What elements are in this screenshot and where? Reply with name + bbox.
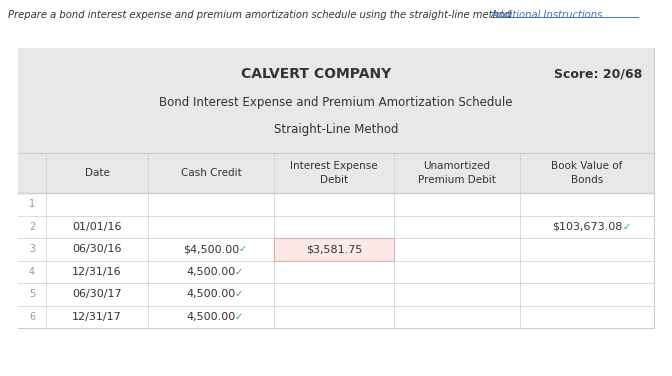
Text: $3,581.75: $3,581.75 [306, 244, 362, 254]
Text: Prepare a bond interest expense and premium amortization schedule using the stra: Prepare a bond interest expense and prem… [8, 10, 515, 20]
Text: 3: 3 [29, 244, 35, 254]
Text: 4,500.00: 4,500.00 [186, 289, 236, 299]
Text: $103,673.08: $103,673.08 [552, 222, 622, 232]
Bar [274, 238, 394, 261]
Text: Additional Instructions: Additional Instructions [491, 10, 603, 20]
Text: 12/31/17: 12/31/17 [72, 312, 122, 322]
Text: 4,500.00: 4,500.00 [186, 312, 236, 322]
Text: 12/31/16: 12/31/16 [72, 267, 122, 277]
Text: ✓: ✓ [235, 267, 243, 277]
Text: 06/30/16: 06/30/16 [73, 244, 122, 254]
Text: ✓: ✓ [235, 312, 243, 322]
Text: 2: 2 [29, 222, 35, 232]
Text: Date: Date [85, 168, 110, 178]
Text: 06/30/17: 06/30/17 [72, 289, 122, 299]
Text: Straight-Line Method: Straight-Line Method [274, 123, 398, 136]
Text: 4,500.00: 4,500.00 [186, 267, 236, 277]
Bar [18, 48, 654, 153]
Text: Score: 20/68: Score: 20/68 [554, 68, 642, 81]
Bar [18, 48, 654, 328]
Text: 4: 4 [29, 267, 35, 277]
Bar [18, 153, 654, 193]
Text: CALVERT COMPANY: CALVERT COMPANY [241, 67, 391, 81]
Text: $4,500.00: $4,500.00 [183, 244, 239, 254]
Text: Cash Credit: Cash Credit [181, 168, 241, 178]
Text: 01/01/16: 01/01/16 [73, 222, 122, 232]
Bar [18, 193, 654, 328]
Text: ✓: ✓ [239, 244, 247, 254]
Text: Unamortized
Premium Debit: Unamortized Premium Debit [418, 161, 496, 185]
Text: ✓: ✓ [235, 289, 243, 299]
Text: 6: 6 [29, 312, 35, 322]
Text: Interest Expense
Debit: Interest Expense Debit [290, 161, 378, 185]
Text: Bond Interest Expense and Premium Amortization Schedule: Bond Interest Expense and Premium Amorti… [159, 96, 513, 109]
Text: 1: 1 [29, 199, 35, 209]
Text: Book Value of
Bonds: Book Value of Bonds [551, 161, 623, 185]
Text: ✓: ✓ [623, 222, 631, 232]
Text: 5: 5 [29, 289, 35, 299]
